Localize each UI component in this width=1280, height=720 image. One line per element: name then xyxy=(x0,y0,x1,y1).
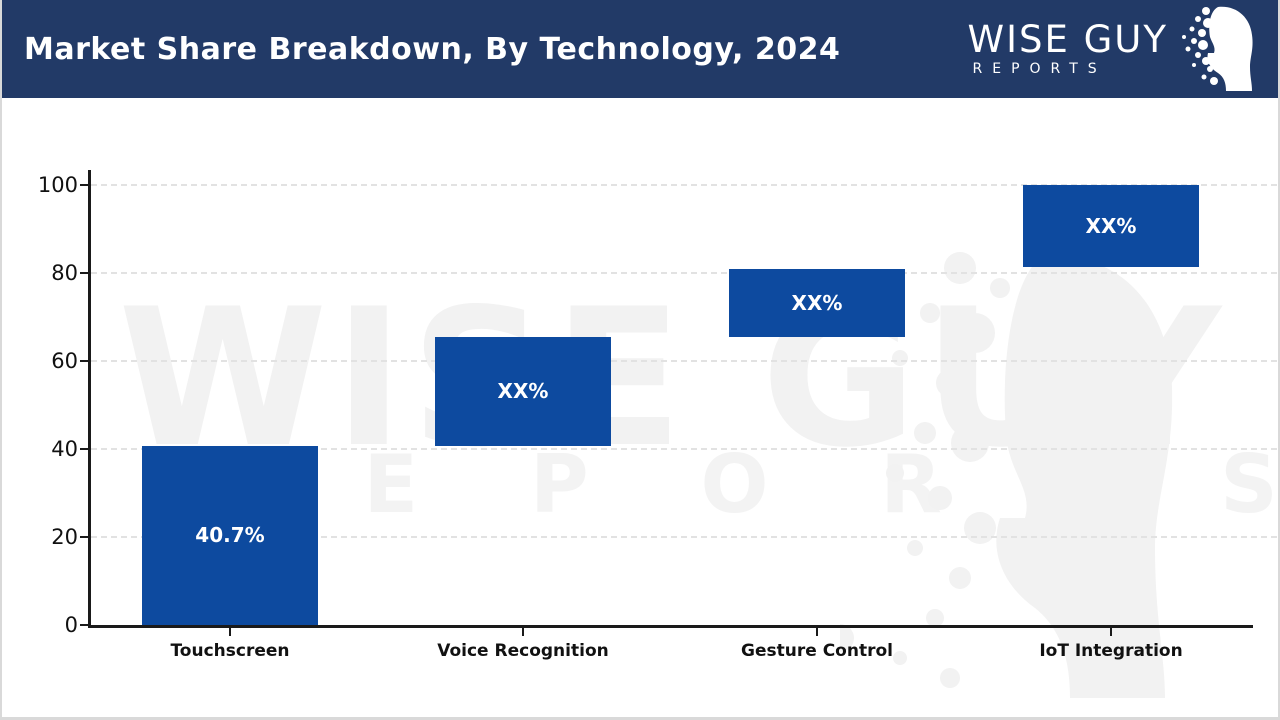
bar-voice-recognition: XX% xyxy=(435,336,611,446)
x-tick-mark xyxy=(1110,628,1112,636)
chart-area: WISE GUY R E P O R T S 0 20 40 60 80 100 40.7 xyxy=(0,98,1280,720)
x-category-label: IoT Integration xyxy=(1039,641,1183,661)
gridline-80 xyxy=(91,272,1277,274)
y-tick-mark xyxy=(80,272,88,274)
bar-iot-integration: XX% xyxy=(1023,185,1199,267)
y-tick-label: 100 xyxy=(37,173,78,197)
x-category-label: Voice Recognition xyxy=(437,641,609,661)
y-tick-label: 0 xyxy=(64,613,78,637)
wise-guy-logo: WISE GUY REPORTS xyxy=(968,3,1256,95)
y-tick-label: 60 xyxy=(51,349,78,373)
x-axis-line xyxy=(88,625,1253,628)
x-category-label: Gesture Control xyxy=(741,641,893,661)
y-tick-mark xyxy=(80,536,88,538)
y-tick-label: 20 xyxy=(51,525,78,549)
bar-value-label: XX% xyxy=(1085,213,1137,238)
x-category-label: Touchscreen xyxy=(170,641,290,661)
y-tick-label: 40 xyxy=(51,437,78,461)
watermark-head-icon xyxy=(826,218,1180,702)
wise-guy-logo-text: WISE GUY REPORTS xyxy=(968,21,1168,77)
y-tick-label: 80 xyxy=(51,261,78,285)
x-tick-mark xyxy=(229,628,231,636)
bar-value-label: 40.7% xyxy=(195,523,265,548)
x-tick-mark xyxy=(816,628,818,636)
bar-gesture-control: XX% xyxy=(729,268,905,337)
x-tick-mark xyxy=(522,628,524,636)
bar-touchscreen: 40.7% xyxy=(142,445,318,625)
y-tick-mark xyxy=(80,184,88,186)
gridline-20 xyxy=(91,536,1277,538)
gridline-100 xyxy=(91,184,1277,186)
header-bar: Market Share Breakdown, By Technology, 2… xyxy=(0,0,1280,98)
y-tick-mark xyxy=(80,624,88,626)
bar-value-label: XX% xyxy=(497,379,549,404)
y-axis-line xyxy=(88,170,91,628)
wise-guy-head-icon xyxy=(1170,3,1256,95)
logo-subtitle: REPORTS xyxy=(972,61,1107,77)
logo-wordmark: WISE GUY xyxy=(967,18,1168,61)
y-tick-mark xyxy=(80,360,88,362)
bar-value-label: XX% xyxy=(791,290,843,315)
page-title: Market Share Breakdown, By Technology, 2… xyxy=(24,31,841,67)
gridline-40 xyxy=(91,448,1277,450)
gridline-60 xyxy=(91,360,1277,362)
y-tick-mark xyxy=(80,448,88,450)
